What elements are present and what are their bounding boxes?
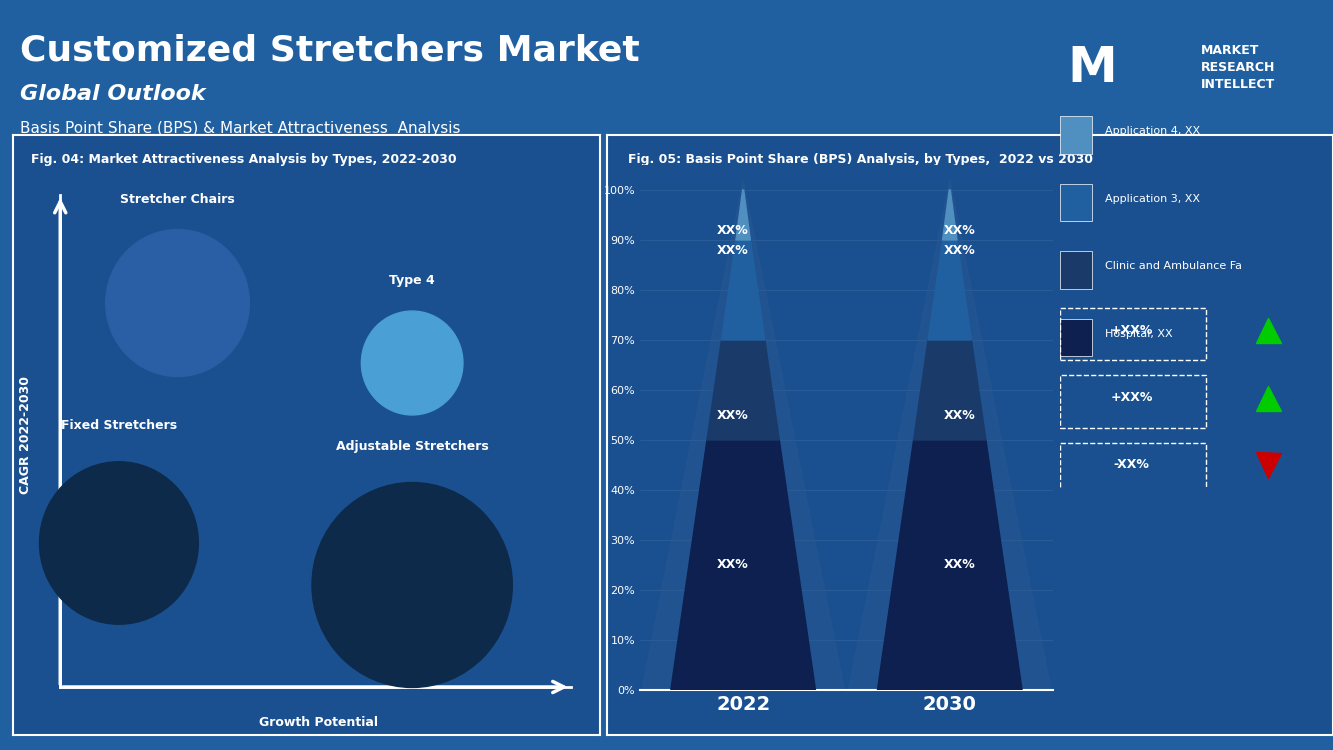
Text: XX%: XX% [717,224,749,236]
Polygon shape [913,340,986,440]
Text: Type 4: Type 4 [389,274,435,287]
Polygon shape [706,340,780,440]
Text: Fig. 05: Basis Point Share (BPS) Analysis, by Types,  2022 vs 2030: Fig. 05: Basis Point Share (BPS) Analysi… [628,153,1093,166]
Text: +XX%: +XX% [1110,391,1153,404]
FancyBboxPatch shape [1060,116,1092,154]
Text: Application 4, XX: Application 4, XX [1105,126,1200,136]
Text: Fig. 04: Market Attractiveness Analysis by Types, 2022-2030: Fig. 04: Market Attractiveness Analysis … [31,153,456,166]
Text: XX%: XX% [944,244,976,256]
Polygon shape [928,240,972,340]
Text: XX%: XX% [944,224,976,236]
Text: -XX%: -XX% [1114,458,1149,472]
Text: M: M [1068,44,1117,92]
Circle shape [361,311,463,415]
Text: Growth Potential: Growth Potential [259,716,377,729]
Polygon shape [721,240,765,340]
Text: +XX%: +XX% [1110,323,1153,337]
Polygon shape [877,440,1022,690]
Text: Customized Stretchers Market: Customized Stretchers Market [20,34,640,68]
FancyBboxPatch shape [1060,251,1092,289]
Polygon shape [849,180,1050,690]
Text: Hospital, XX: Hospital, XX [1105,328,1173,339]
Text: XX%: XX% [944,559,976,572]
Polygon shape [670,440,816,690]
Text: Stretcher Chairs: Stretcher Chairs [120,193,235,206]
FancyBboxPatch shape [1060,319,1092,356]
Polygon shape [942,190,957,240]
Text: Fixed Stretchers: Fixed Stretchers [61,419,177,432]
Text: CAGR 2022-2030: CAGR 2022-2030 [19,376,32,494]
Text: Basis Point Share (BPS) & Market Attractiveness  Analysis: Basis Point Share (BPS) & Market Attract… [20,122,460,136]
Text: MARKET
RESEARCH
INTELLECT: MARKET RESEARCH INTELLECT [1201,44,1276,91]
Circle shape [40,462,199,624]
Text: XX%: XX% [717,559,749,572]
Text: XX%: XX% [717,409,749,422]
Text: XX%: XX% [717,244,749,256]
Text: XX%: XX% [944,409,976,422]
FancyBboxPatch shape [1060,184,1092,221]
Polygon shape [736,190,750,240]
Text: Clinic and Ambulance Fa: Clinic and Ambulance Fa [1105,261,1242,272]
Circle shape [105,230,249,376]
Text: Global Outlook: Global Outlook [20,84,205,104]
Polygon shape [643,180,844,690]
Text: Adjustable Stretchers: Adjustable Stretchers [336,440,488,452]
Circle shape [312,482,512,688]
Text: Application 3, XX: Application 3, XX [1105,194,1200,204]
